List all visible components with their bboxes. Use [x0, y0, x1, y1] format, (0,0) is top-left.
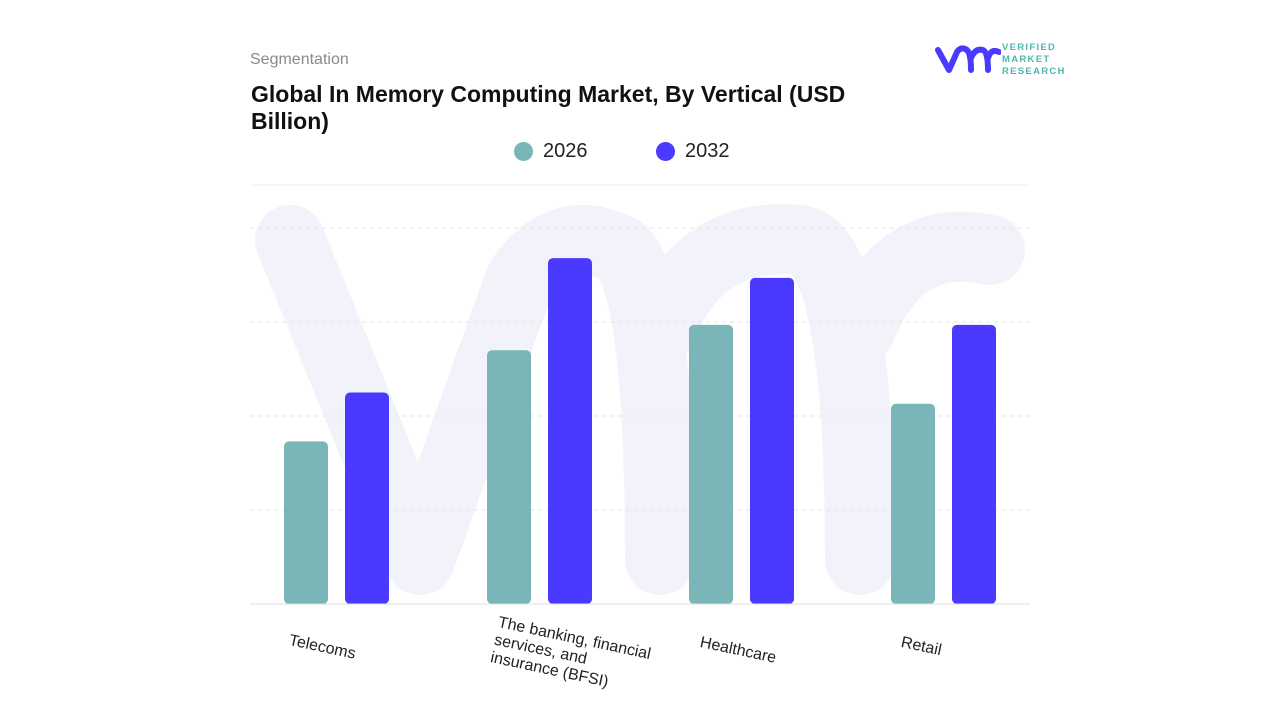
bar-2026-3 [891, 403, 935, 604]
vmr-logo-icon [935, 45, 1001, 73]
legend-dot-2026 [514, 142, 533, 161]
bar-2032-3 [952, 324, 996, 604]
bar-2032-0 [345, 392, 389, 604]
chart-title: Global In Memory Computing Market, By Ve… [251, 81, 846, 134]
bar-2026-0 [284, 441, 328, 604]
segment-label: Segmentation [250, 51, 349, 68]
bar-2026-2 [689, 324, 733, 604]
watermark-icon [255, 204, 1025, 595]
bar-2026-1 [487, 350, 531, 604]
legend-item-2032: 2032 [656, 140, 730, 163]
logo-text: VERIFIED MARKET RESEARCH [1002, 42, 1066, 77]
legend-item-2026: 2026 [514, 140, 588, 163]
legend-dot-2032 [656, 142, 675, 161]
bar-2032-1 [548, 258, 592, 604]
bar-2032-2 [750, 277, 794, 604]
